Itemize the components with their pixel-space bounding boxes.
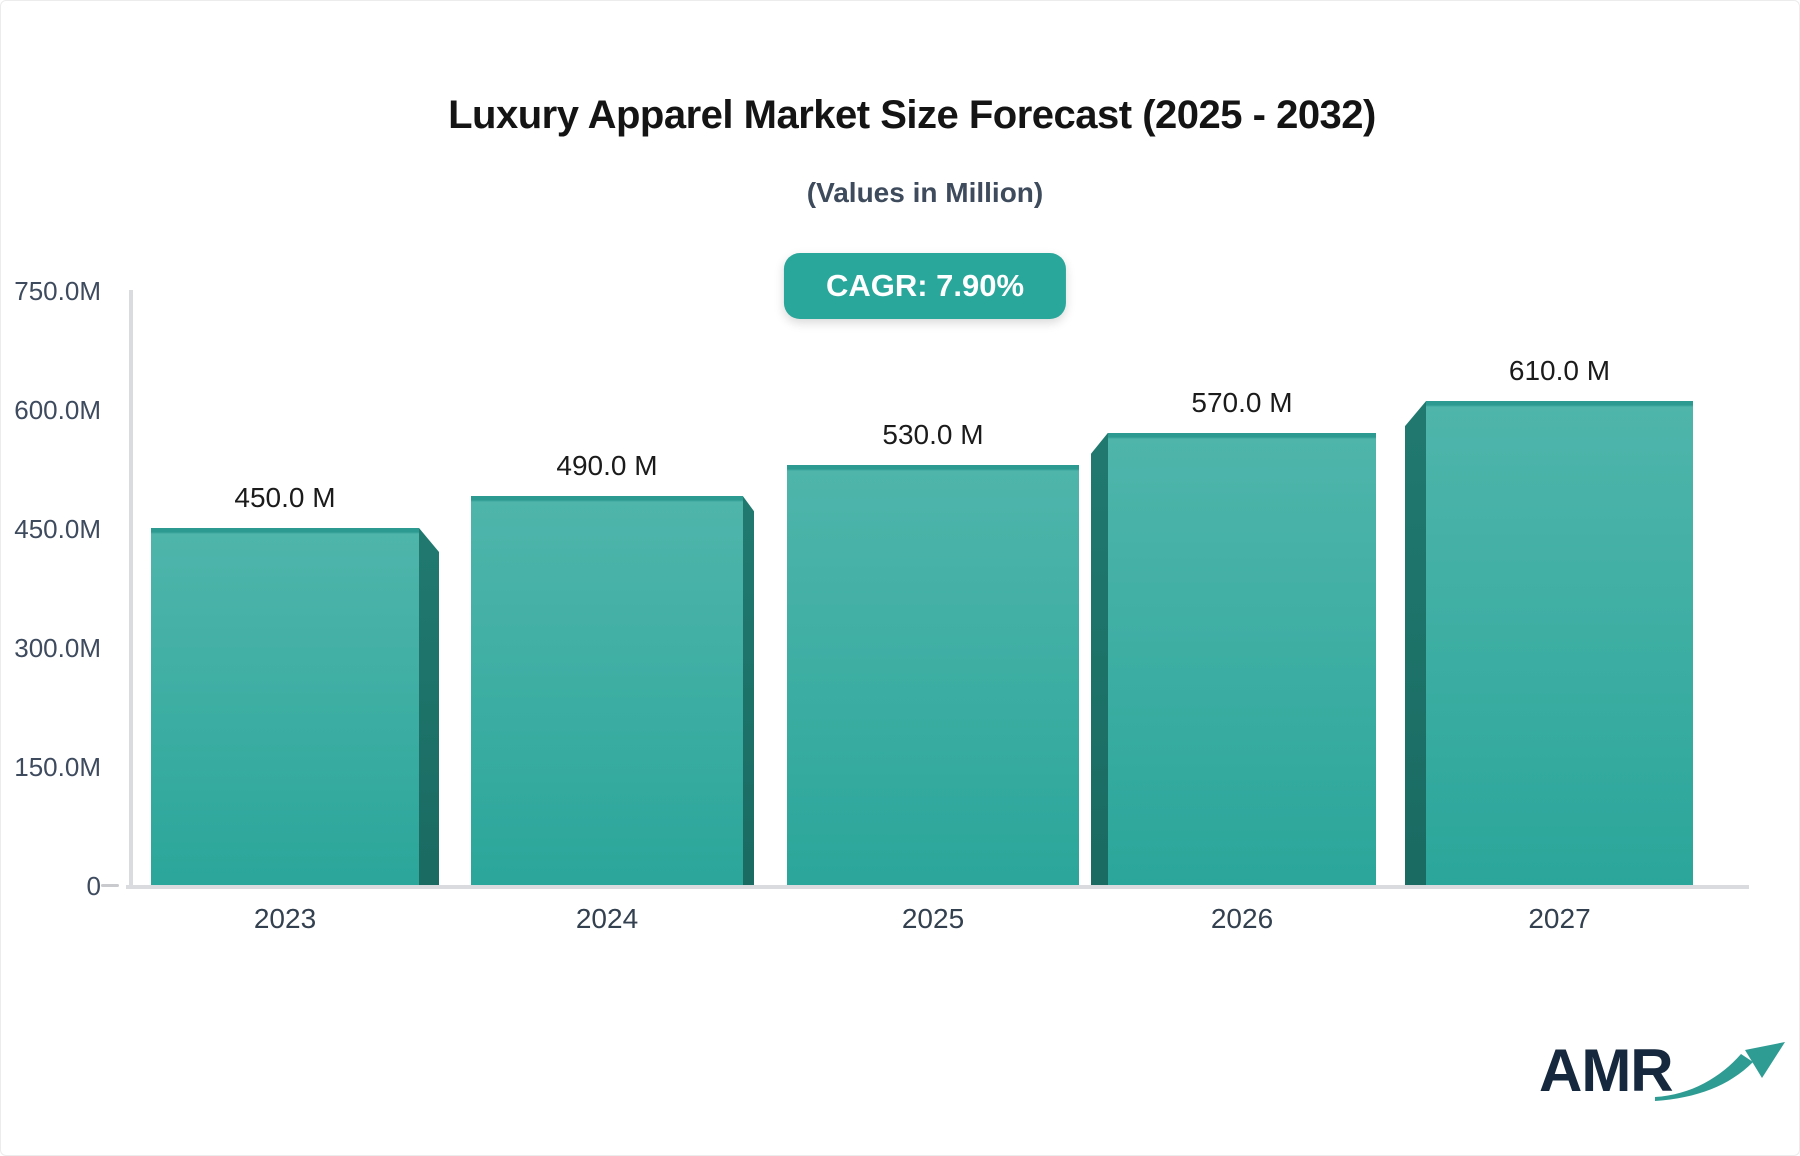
y-axis-line: [129, 290, 133, 889]
amr-logo: AMR: [1539, 1037, 1785, 1121]
x-axis-category-label: 2026: [1210, 903, 1274, 934]
cagr-badge: CAGR: 7.90%: [783, 253, 1067, 319]
x-axis-line: [126, 885, 1749, 889]
x-axis-category-label: 2024: [575, 903, 639, 934]
x-axis-category-label: 2023: [253, 903, 317, 934]
bar-2023[interactable]: [151, 528, 419, 885]
y-axis-tick-label: 150.0M: [14, 752, 101, 782]
y-axis-tick-label: 300.0M: [14, 633, 101, 663]
zero-tick-mark: [101, 884, 119, 887]
growth-arrow-icon: [1655, 1042, 1785, 1101]
bar-value-label: 530.0 M: [882, 418, 984, 450]
bar-side-face-2027: [1405, 401, 1426, 885]
bar-2026[interactable]: [1108, 432, 1376, 885]
bar-side-face-2026: [1091, 432, 1108, 885]
amr-logo-text: AMR: [1539, 1037, 1674, 1104]
bar-2027[interactable]: [1426, 401, 1693, 885]
bar-value-label: 570.0 M: [1191, 386, 1293, 418]
y-axis-tick-label: 0: [86, 871, 101, 901]
chart-title: Luxury Apparel Market Size Forecast (202…: [448, 93, 1376, 137]
bar-value-label: 450.0 M: [234, 482, 336, 513]
bar-side-face-2023: [419, 528, 439, 885]
y-axis-tick-label: 600.0M: [14, 395, 101, 425]
chart-subtitle: (Values in Million): [806, 177, 1044, 208]
bar-side-face-2024: [743, 496, 754, 885]
bar-2024[interactable]: [471, 496, 743, 885]
bar-value-label: 490.0 M: [556, 450, 658, 482]
x-axis-category-label: 2025: [901, 903, 965, 934]
bar-value-label: 610.0 M: [1508, 355, 1611, 387]
y-axis-tick-label: 450.0M: [14, 514, 101, 544]
y-axis-tick-label: 750.0M: [14, 276, 101, 306]
bar-2025[interactable]: [787, 464, 1079, 885]
x-axis-category-label: 2027: [1528, 903, 1591, 934]
